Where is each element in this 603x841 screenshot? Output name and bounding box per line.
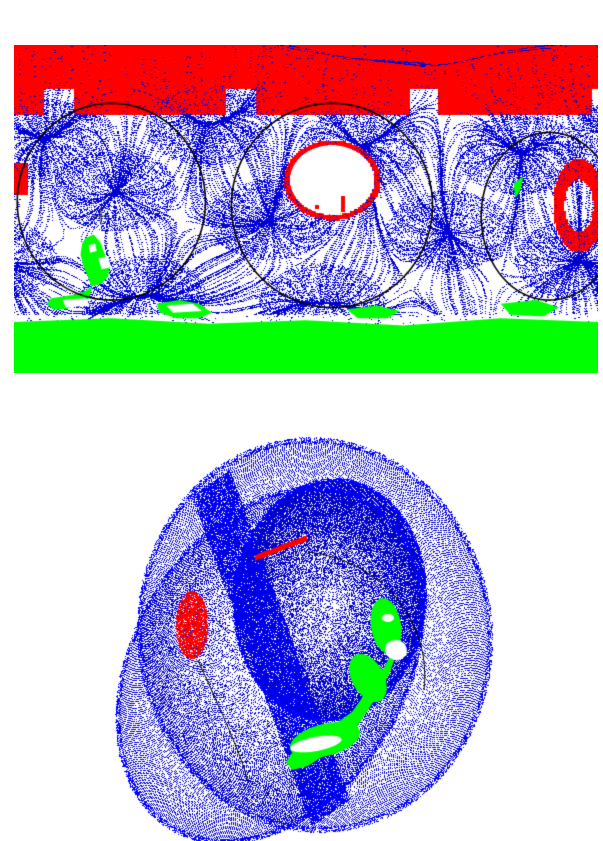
orthographic-projection-canvas <box>80 410 520 841</box>
map-panel <box>14 45 598 373</box>
globe-panel <box>80 410 520 841</box>
equirectangular-projection-canvas <box>14 45 598 373</box>
